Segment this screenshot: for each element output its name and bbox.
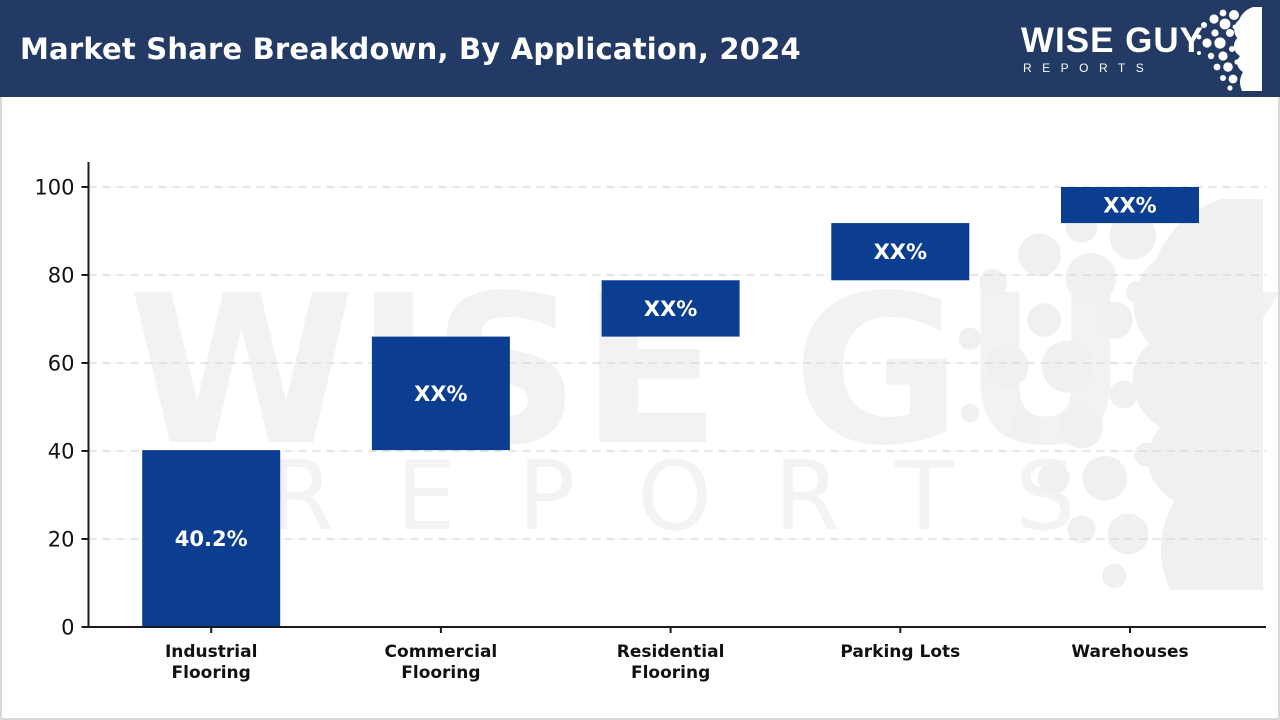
face-profile-icon [1196,6,1262,91]
bar-segment [142,450,281,627]
bar-segment [831,223,970,281]
y-tick-label: 20 [48,528,75,552]
x-category-label: Residential Flooring [617,642,725,683]
y-tick-label: 40 [48,440,75,464]
page-title: Market Share Breakdown, By Application, … [20,31,801,66]
y-tick-label: 0 [61,616,74,640]
x-category-label: Parking Lots [840,642,960,662]
bar-value-label: XX% [644,297,697,321]
bar-value-label: 40.2% [175,527,248,551]
y-tick-label: 60 [48,352,75,376]
header-bar: Market Share Breakdown, By Application, … [0,0,1280,97]
bar-segment [601,280,740,337]
bar-segment [371,336,510,451]
brand-subname: REPORTS [1022,60,1155,75]
bar-value-label: XX% [414,382,467,406]
brand-wordmark: WISE GUY REPORTS [1021,23,1204,75]
y-tick-label: 100 [34,176,74,200]
bar-value-label: XX% [874,240,927,264]
x-category-label: Commercial Flooring [385,642,498,683]
x-category-label: Industrial Flooring [165,642,257,683]
bar-value-label: XX% [1103,194,1156,218]
brand-logo: WISE GUY REPORTS [1021,6,1262,91]
x-category-label: Warehouses [1071,642,1188,662]
brand-name: WISE GUY [1020,20,1204,60]
y-tick-label: 80 [48,264,75,288]
